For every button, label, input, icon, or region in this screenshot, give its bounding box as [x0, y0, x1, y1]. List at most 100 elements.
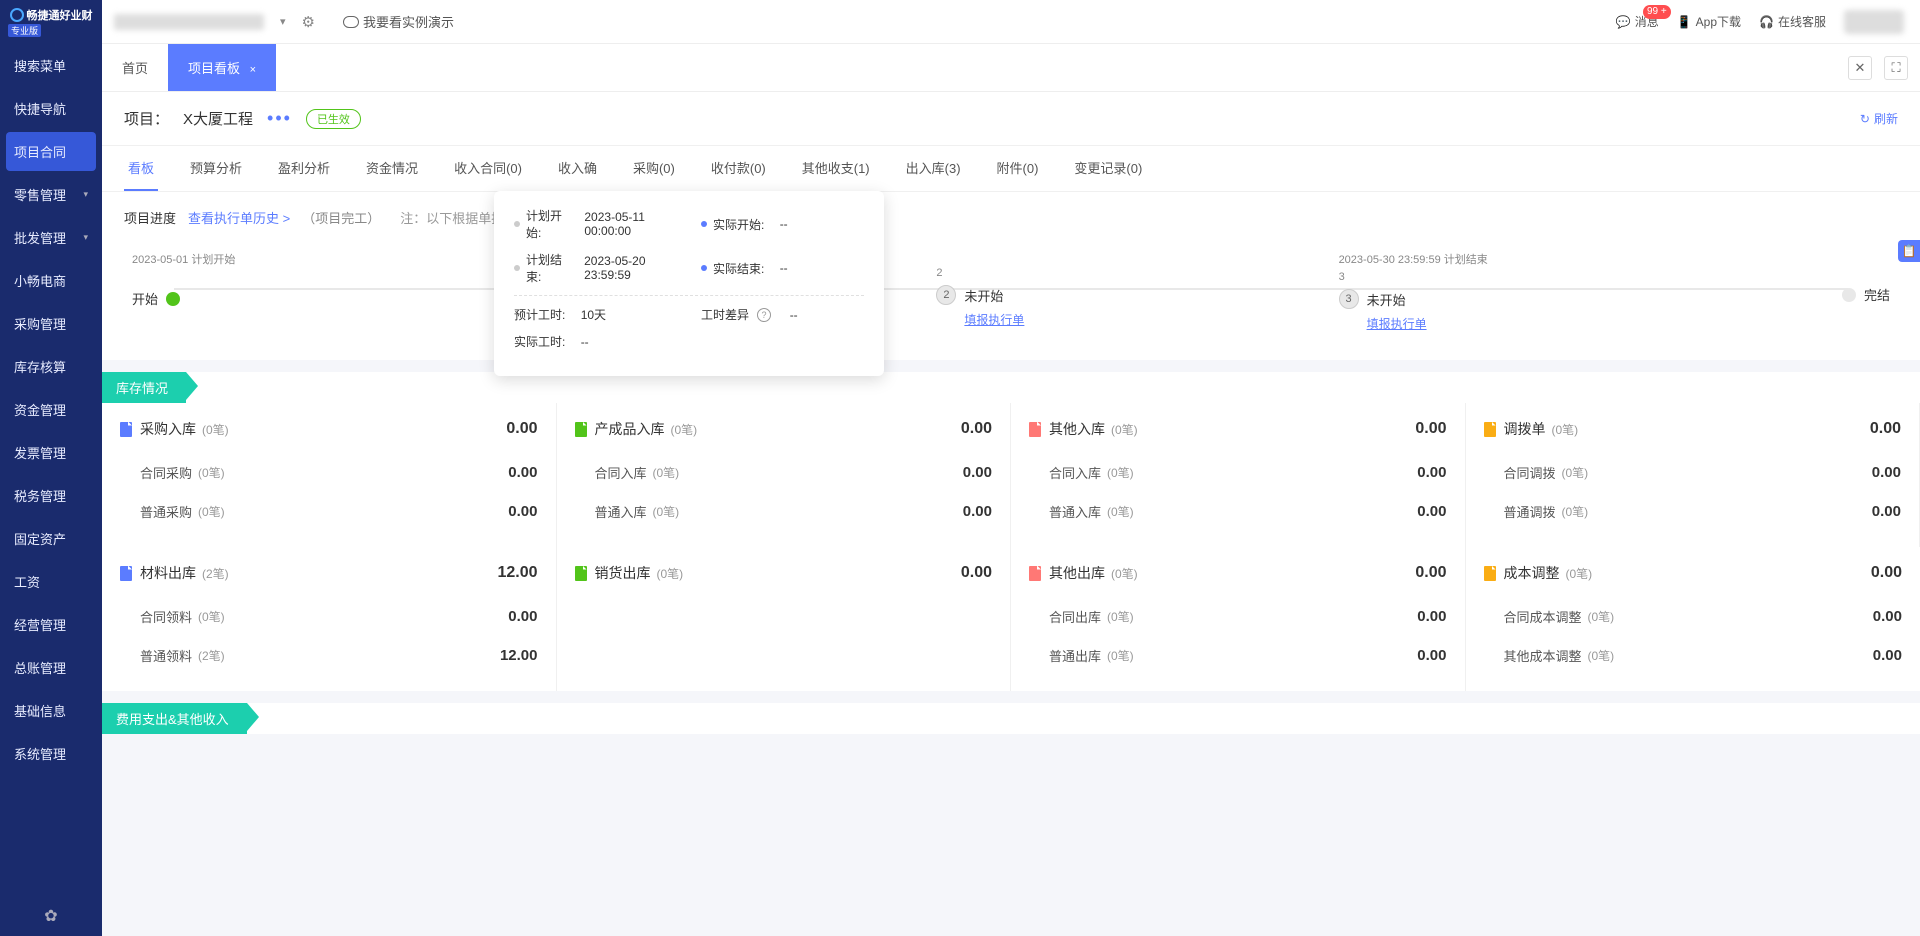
- tt-plan-start-l: 计划开始:: [526, 207, 569, 241]
- n3-date: 2023-05-30 23:59:59 计划结束: [1339, 251, 1488, 267]
- sidebar-item-0[interactable]: 搜索菜单: [0, 44, 102, 87]
- tt-est-v: 10天: [581, 306, 606, 323]
- subtab-2[interactable]: 盈利分析: [274, 146, 334, 191]
- sidebar-item-14[interactable]: 总账管理: [0, 646, 102, 689]
- inv-card: 采购入库(0笔)0.00合同采购(0笔)0.00普通采购(0笔)0.00: [102, 403, 557, 547]
- file-icon: [1029, 566, 1041, 581]
- sidebar-label: 零售管理: [14, 185, 66, 204]
- row-count: (0笔): [1107, 608, 1134, 625]
- n3-action[interactable]: 填报执行单: [1367, 315, 1427, 332]
- project-prefix: 项目：: [124, 108, 169, 129]
- service-button[interactable]: 🎧 在线客服: [1759, 13, 1826, 30]
- tt-actual-end-l: 实际结束:: [713, 260, 764, 277]
- subtab-10[interactable]: 附件(0): [993, 146, 1043, 191]
- inv-count: (0笔): [1552, 421, 1579, 438]
- subtab-11[interactable]: 变更记录(0): [1070, 146, 1146, 191]
- sub-tabs: 看板预算分析盈利分析资金情况收入合同(0) 收入确采购(0) 收付款(0) 其他收支(…: [102, 146, 1920, 192]
- subtab-5[interactable]: 收入确: [554, 146, 601, 191]
- sidebar-item-15[interactable]: 基础信息: [0, 689, 102, 732]
- row-value: 0.00: [1873, 608, 1902, 625]
- timeline-tooltip: 计划开始: 2023-05-11 00:00:00 实际开始: -- 计划结束:…: [494, 191, 884, 376]
- row-count: (0笔): [1107, 464, 1134, 481]
- subtab-1[interactable]: 预算分析: [186, 146, 246, 191]
- sidebar-item-3[interactable]: 零售管理▾: [0, 173, 102, 216]
- row-value: 0.00: [1872, 464, 1901, 481]
- sidebar-item-10[interactable]: 税务管理: [0, 474, 102, 517]
- tt-actual-start-l: 实际开始:: [713, 216, 764, 233]
- inv-card: 销货出库(0笔)0.00: [557, 547, 1012, 691]
- row-title: 普通出库: [1049, 646, 1101, 665]
- sidebar-item-8[interactable]: 资金管理: [0, 388, 102, 431]
- file-icon: [575, 566, 587, 581]
- sidebar-settings[interactable]: ✿: [0, 896, 102, 936]
- right-dock-icon[interactable]: 📋: [1898, 240, 1920, 262]
- inv-card: 其他入库(0笔)0.00合同入库(0笔)0.00普通入库(0笔)0.00: [1011, 403, 1466, 547]
- subtab-4[interactable]: 收入合同(0): [450, 146, 526, 191]
- close-all-button[interactable]: ✕: [1848, 56, 1872, 80]
- subtab-0[interactable]: 看板: [124, 146, 158, 191]
- sidebar-item-6[interactable]: 采购管理: [0, 302, 102, 345]
- subtab-8[interactable]: 其他收支(1): [798, 146, 874, 191]
- sidebar-item-5[interactable]: 小畅电商: [0, 259, 102, 302]
- file-icon: [1029, 422, 1041, 437]
- sidebar-item-13[interactable]: 经营管理: [0, 603, 102, 646]
- subtab-9[interactable]: 出入库(3): [902, 146, 965, 191]
- sidebar-item-16[interactable]: 系统管理: [0, 732, 102, 775]
- sidebar-label: 资金管理: [14, 400, 66, 419]
- file-icon: [120, 566, 132, 581]
- inv-count: (0笔): [1111, 421, 1138, 438]
- timeline-end: 完结: [1770, 251, 1890, 304]
- close-icon[interactable]: ×: [250, 64, 256, 76]
- row-title: 普通入库: [1049, 502, 1101, 521]
- tab-project-board[interactable]: 项目看板 ×: [168, 44, 276, 91]
- sidebar-item-2[interactable]: 项目合同: [6, 132, 96, 171]
- sidebar-item-12[interactable]: 工资: [0, 560, 102, 603]
- more-icon[interactable]: •••: [267, 108, 292, 129]
- row-value: 0.00: [1872, 503, 1901, 520]
- subtab-6[interactable]: 采购(0): [629, 146, 679, 191]
- sidebar-item-4[interactable]: 批发管理▾: [0, 216, 102, 259]
- inv-head: 销货出库(0笔)0.00: [575, 563, 993, 583]
- inv-head: 其他出库(0笔)0.00: [1029, 563, 1447, 583]
- inv-sub-row: 合同入库(0笔)0.00: [575, 453, 993, 492]
- gear-icon[interactable]: ⚙: [302, 13, 315, 31]
- row-title: 合同入库: [1049, 463, 1101, 482]
- messages-button[interactable]: 💬 消息 99 +: [1616, 13, 1659, 30]
- n2-idx: 2: [936, 267, 942, 279]
- inv-value: 0.00: [1415, 420, 1446, 438]
- row-value: 0.00: [1417, 608, 1446, 625]
- tt-plan-start-v: 2023-05-11 00:00:00: [584, 210, 677, 238]
- refresh-icon: ↻: [1860, 112, 1870, 126]
- row-count: (2笔): [198, 647, 225, 664]
- help-icon[interactable]: ?: [757, 308, 771, 322]
- sidebar-label: 固定资产: [14, 529, 66, 548]
- inv-sub-row: 普通入库(0笔)0.00: [575, 492, 993, 531]
- n2-status: 未开始: [964, 286, 1003, 305]
- row-title: 合同采购: [140, 463, 192, 482]
- tab-home[interactable]: 首页: [102, 44, 168, 91]
- n3-status: 未开始: [1367, 290, 1406, 309]
- sidebar-item-7[interactable]: 库存核算: [0, 345, 102, 388]
- inv-title: 产成品入库: [595, 419, 665, 439]
- user-avatar[interactable]: [1844, 10, 1904, 34]
- tt-act-l: 实际工时:: [514, 333, 565, 350]
- fullscreen-button[interactable]: ⛶: [1884, 56, 1908, 80]
- tt-plan-end-l: 计划结束:: [526, 251, 569, 285]
- row-count: (0笔): [1588, 647, 1615, 664]
- page-tabs: 首页 项目看板 × ✕ ⛶: [102, 44, 1920, 92]
- sidebar-item-9[interactable]: 发票管理: [0, 431, 102, 474]
- demo-link[interactable]: 我要看实例演示: [343, 12, 454, 31]
- messages-badge: 99 +: [1643, 5, 1671, 19]
- chevron-down-icon[interactable]: ▾: [280, 15, 286, 28]
- download-button[interactable]: 📱 App下载: [1677, 13, 1741, 30]
- sidebar-item-1[interactable]: 快捷导航: [0, 87, 102, 130]
- history-link[interactable]: 查看执行单历史 >: [188, 208, 290, 227]
- n2-action[interactable]: 填报执行单: [964, 311, 1024, 328]
- tt-est-l: 预计工时:: [514, 306, 565, 323]
- tenant-selector[interactable]: [114, 14, 264, 30]
- cloud-icon: [343, 16, 359, 28]
- subtab-7[interactable]: 收付款(0): [707, 146, 770, 191]
- refresh-button[interactable]: ↻ 刷新: [1860, 110, 1898, 127]
- sidebar-item-11[interactable]: 固定资产: [0, 517, 102, 560]
- subtab-3[interactable]: 资金情况: [362, 146, 422, 191]
